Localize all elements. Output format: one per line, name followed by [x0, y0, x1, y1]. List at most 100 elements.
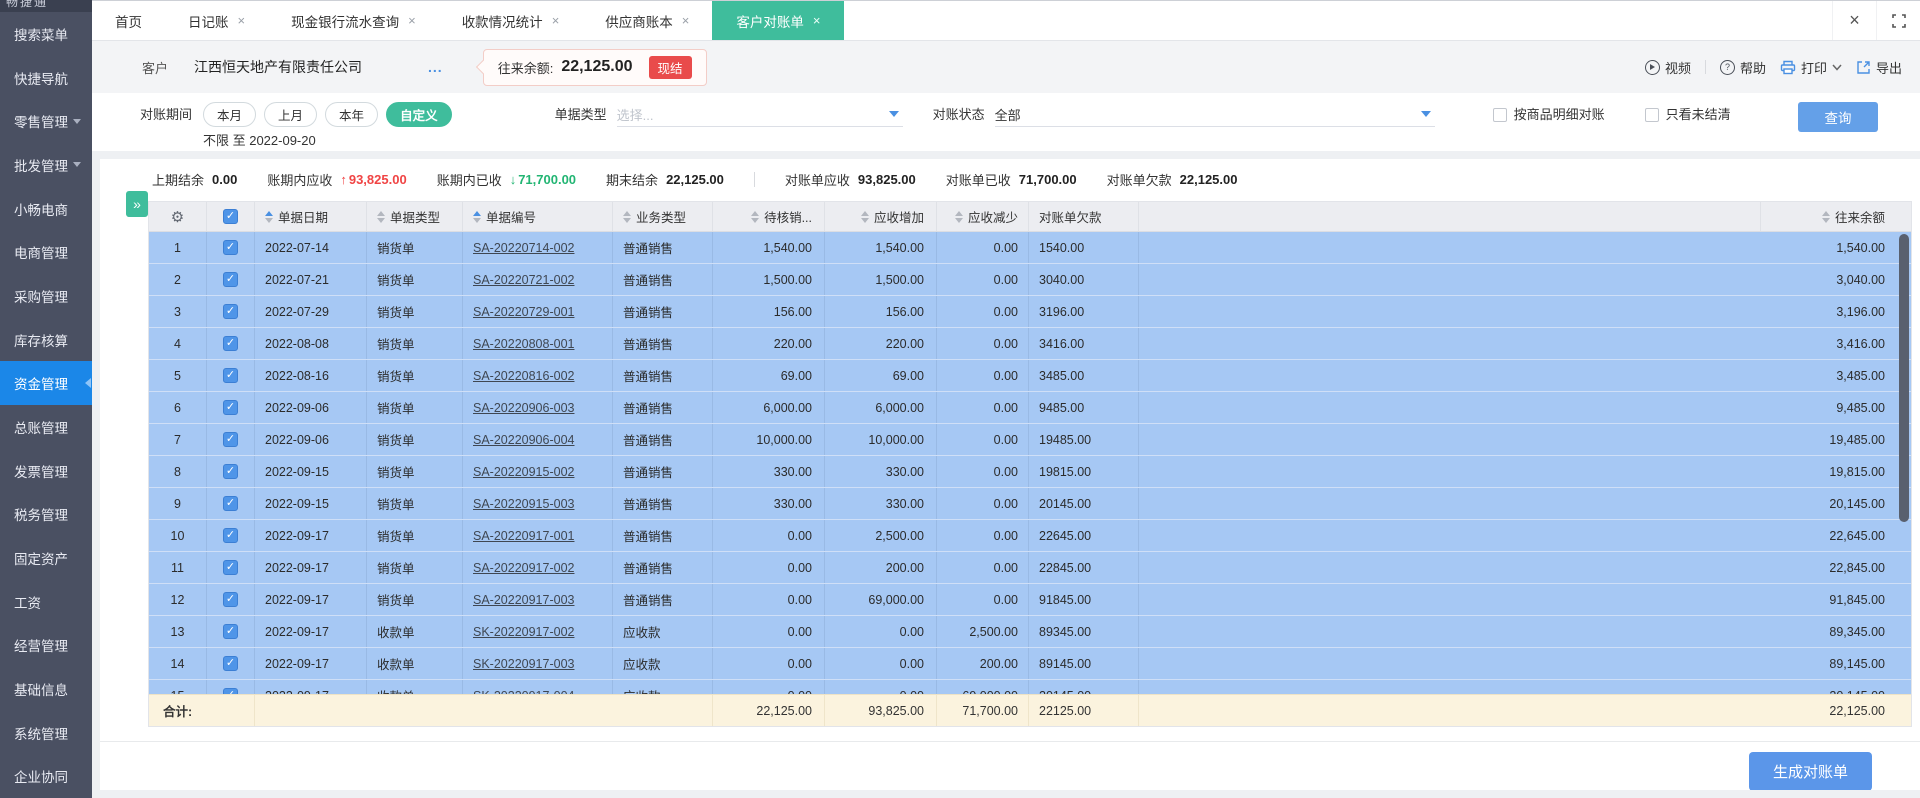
close-tab-icon[interactable]: ×	[812, 13, 821, 28]
close-tab-icon[interactable]: ×	[237, 13, 246, 28]
sort-icon[interactable]	[954, 210, 963, 223]
row-checkbox[interactable]: ✓	[223, 656, 238, 671]
doc-code-link[interactable]: SA-20220917-002	[473, 560, 575, 575]
row-checkbox[interactable]: ✓	[223, 624, 238, 639]
sidebar-item-11[interactable]: 发票管理	[0, 449, 92, 493]
sort-icon[interactable]	[473, 210, 481, 223]
sidebar-item-18[interactable]: 企业协同	[0, 754, 92, 798]
doc-code-link[interactable]: SA-20220714-002	[473, 240, 575, 255]
row-checkbox[interactable]: ✓	[223, 592, 238, 607]
cell-decrease: 0.00	[937, 584, 1029, 615]
doc-code-link[interactable]: SA-20220906-003	[473, 400, 575, 415]
tab-2[interactable]: 日记账 ×	[168, 1, 265, 40]
period-pill-2[interactable]: 上月	[264, 102, 318, 127]
checkbox-by-product-detail[interactable]: 按商品明细对账	[1492, 102, 1605, 127]
column-header-date[interactable]: 单据日期	[255, 202, 367, 231]
period-pill-4[interactable]: 自定义	[386, 102, 452, 127]
generate-statement-button[interactable]: 生成对账单	[1748, 752, 1872, 790]
sidebar-item-3[interactable]: 零售管理	[0, 99, 92, 143]
column-header-increase[interactable]: 应收增加	[825, 202, 937, 231]
sidebar-item-5[interactable]: 小畅电商	[0, 187, 92, 231]
sort-icon[interactable]	[860, 210, 869, 223]
select-all-checkbox[interactable]: ✓	[223, 209, 238, 224]
period-pill-1[interactable]: 本月	[203, 102, 257, 127]
doc-type-select[interactable]: 选择...	[616, 102, 903, 127]
close-tab-icon[interactable]: ×	[551, 13, 560, 28]
row-checkbox[interactable]: ✓	[223, 240, 238, 255]
query-button[interactable]: 查询	[1798, 102, 1878, 132]
sidebar-item-16[interactable]: 基础信息	[0, 667, 92, 711]
export-button[interactable]: 导出	[1856, 58, 1902, 77]
doc-code-link[interactable]: SA-20220915-002	[473, 464, 575, 479]
row-checkbox[interactable]: ✓	[223, 560, 238, 575]
row-checkbox[interactable]: ✓	[223, 464, 238, 479]
row-checkbox[interactable]: ✓	[223, 528, 238, 543]
customer-picker-ellipsis[interactable]: ...	[428, 59, 443, 75]
column-header-balance[interactable]: 往来余额	[1761, 202, 1911, 231]
column-header-num[interactable]: ⚙	[149, 202, 207, 231]
doc-code-link[interactable]: SA-20220721-002	[473, 272, 575, 287]
sort-icon[interactable]	[751, 210, 760, 223]
status-select[interactable]: 全部	[994, 102, 1435, 127]
doc-code-link[interactable]: SK-20220917-003	[473, 656, 575, 671]
doc-code-link[interactable]: SA-20220729-001	[473, 304, 575, 319]
column-header-doctype[interactable]: 单据类型	[367, 202, 463, 231]
doc-code-link[interactable]: SA-20220917-003	[473, 592, 575, 607]
sidebar-item-10[interactable]: 总账管理	[0, 405, 92, 449]
period-pill-3[interactable]: 本年	[325, 102, 379, 127]
doc-code-link[interactable]: SK-20220917-004	[473, 689, 574, 695]
sidebar-item-7[interactable]: 采购管理	[0, 274, 92, 318]
row-checkbox[interactable]: ✓	[223, 400, 238, 415]
column-header-biztype[interactable]: 业务类型	[613, 202, 713, 231]
row-checkbox[interactable]: ✓	[223, 368, 238, 383]
doc-code-link[interactable]: SK-20220917-002	[473, 624, 575, 639]
row-checkbox[interactable]: ✓	[223, 272, 238, 287]
sort-icon[interactable]	[623, 210, 631, 223]
vertical-scrollbar[interactable]	[1899, 234, 1909, 522]
checkbox-unsettled-only[interactable]: 只看未结清	[1644, 102, 1731, 127]
sidebar-item-14[interactable]: 工资	[0, 580, 92, 624]
row-checkbox[interactable]: ✓	[223, 304, 238, 319]
doc-code-link[interactable]: SA-20220808-001	[473, 336, 575, 351]
row-checkbox[interactable]: ✓	[223, 432, 238, 447]
column-header-decrease[interactable]: 应收减少	[937, 202, 1029, 231]
sort-icon[interactable]	[1821, 210, 1830, 223]
sort-icon[interactable]	[265, 210, 273, 223]
sort-icon[interactable]	[377, 210, 385, 223]
tab-1[interactable]: 首页	[95, 1, 162, 40]
column-header-code[interactable]: 单据编号	[463, 202, 613, 231]
video-button[interactable]: 视频	[1644, 58, 1691, 77]
sidebar-item-15[interactable]: 经营管理	[0, 623, 92, 667]
close-tab-icon[interactable]: ×	[681, 13, 690, 28]
close-tab-icon[interactable]: ×	[408, 13, 416, 28]
doc-code-link[interactable]: SA-20220816-002	[473, 368, 575, 383]
column-header-check[interactable]: ✓	[207, 202, 255, 231]
row-checkbox[interactable]: ✓	[223, 336, 238, 351]
doc-code-link[interactable]: SA-20220906-004	[473, 432, 575, 447]
tab-3[interactable]: 现金银行流水查询 ×	[271, 1, 436, 40]
sidebar-item-6[interactable]: 电商管理	[0, 230, 92, 274]
doc-code-link[interactable]: SA-20220915-003	[473, 496, 575, 511]
help-button[interactable]: ? 帮助	[1719, 58, 1766, 77]
doc-code-link[interactable]: SA-20220917-001	[473, 528, 575, 543]
tab-4[interactable]: 收款情况统计 ×	[442, 1, 580, 40]
sidebar-item-1[interactable]: 搜索菜单	[0, 12, 92, 56]
print-button[interactable]: 打印	[1780, 58, 1842, 77]
sidebar-item-12[interactable]: 税务管理	[0, 492, 92, 536]
sidebar-item-9[interactable]: 资金管理	[0, 361, 92, 406]
sidebar-item-8[interactable]: 库存核算	[0, 318, 92, 362]
tab-5[interactable]: 供应商账本 ×	[585, 1, 709, 40]
expand-button[interactable]: »	[126, 191, 148, 217]
row-checkbox[interactable]: ✓	[223, 496, 238, 511]
sidebar-item-2[interactable]: 快捷导航	[0, 56, 92, 100]
sidebar-item-4[interactable]: 批发管理	[0, 143, 92, 187]
gear-icon[interactable]: ⚙	[170, 208, 185, 226]
close-icon[interactable]: ×	[1832, 1, 1876, 40]
row-checkbox[interactable]: ✓	[223, 688, 238, 694]
column-header-pending[interactable]: 待核销...	[713, 202, 825, 231]
tab-6[interactable]: 客户对账单 ×	[712, 1, 845, 40]
sidebar-item-13[interactable]: 固定资产	[0, 536, 92, 580]
fullscreen-icon[interactable]	[1876, 1, 1920, 40]
sidebar-item-17[interactable]: 系统管理	[0, 711, 92, 755]
column-header-owed[interactable]: 对账单欠款	[1029, 202, 1139, 231]
